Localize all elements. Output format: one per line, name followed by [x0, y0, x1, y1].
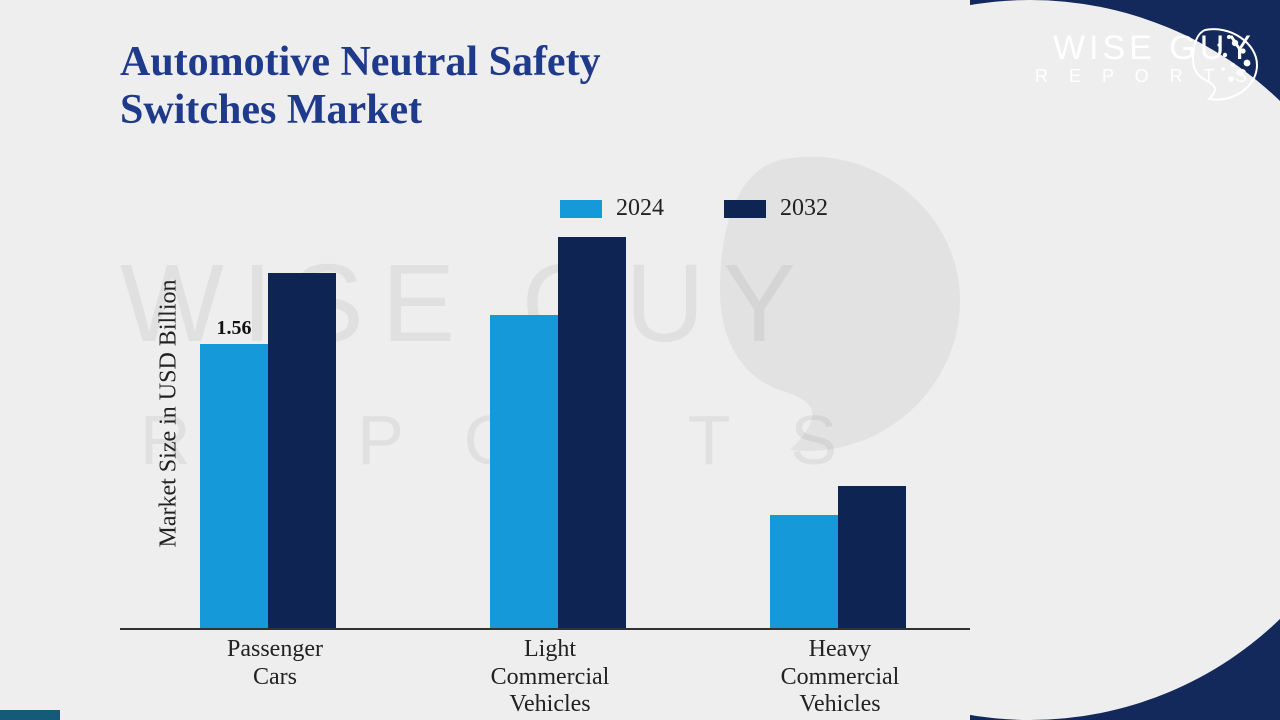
category-label: HeavyCommercialVehicles — [740, 636, 940, 719]
bottom-accent-bar — [0, 710, 60, 720]
bar — [770, 515, 838, 628]
category-label: PassengerCars — [175, 636, 375, 691]
legend: 2024 2032 — [560, 195, 828, 222]
chart-plot-area: 1.56 — [120, 230, 970, 630]
bar — [268, 273, 336, 628]
legend-label: 2032 — [780, 195, 828, 222]
bar — [490, 315, 558, 628]
infographic-stage: WISE GUY R E P O R T S WISE GUY REPORTS … — [0, 0, 1280, 720]
right-brand-panel: WISE GUY R E P O R T S — [970, 0, 1280, 720]
x-axis-baseline — [120, 628, 970, 630]
category-label: LightCommercialVehicles — [450, 636, 650, 719]
legend-label: 2024 — [616, 195, 664, 222]
legend-swatch — [724, 200, 766, 218]
legend-swatch — [560, 200, 602, 218]
bar — [200, 344, 268, 628]
bar — [558, 237, 626, 628]
brand-logo: WISE GUY R E P O R T S — [1035, 30, 1255, 87]
legend-item: 2032 — [724, 195, 828, 222]
brain-head-icon — [1185, 25, 1265, 105]
bar — [838, 486, 906, 628]
chart-title: Automotive Neutral Safety Switches Marke… — [120, 38, 760, 135]
legend-item: 2024 — [560, 195, 664, 222]
